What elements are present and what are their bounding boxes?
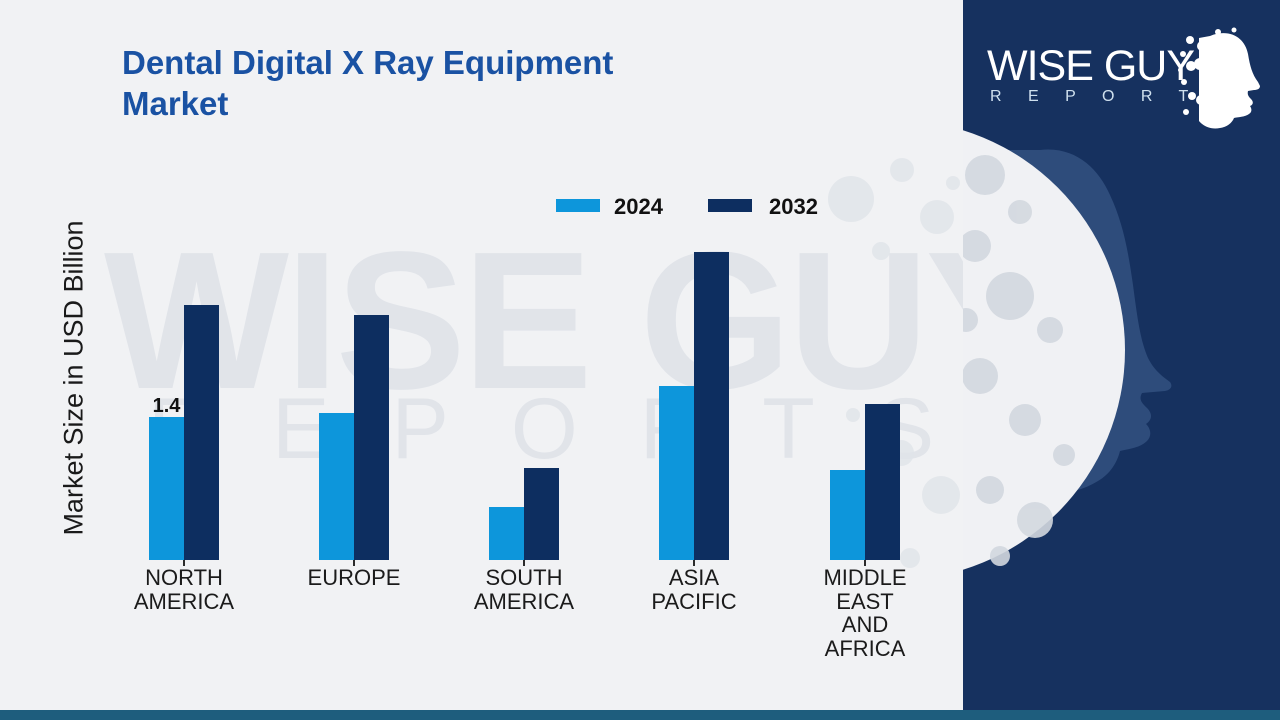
bar-2032-north-america bbox=[184, 305, 219, 560]
category-label: EUROPE bbox=[307, 565, 401, 590]
watermark-text-sub: REPORTS bbox=[148, 381, 997, 477]
x-axis-tick bbox=[693, 560, 695, 566]
x-axis-tick bbox=[183, 560, 185, 566]
watermark-dot bbox=[828, 176, 874, 222]
watermark-dot bbox=[946, 176, 960, 190]
logo-sub-text: R E P O R T S bbox=[990, 88, 1237, 105]
legend-label-2032: 2032 bbox=[769, 194, 818, 219]
category-label: NORTH AMERICA bbox=[133, 565, 235, 614]
moon-spots bbox=[963, 155, 1075, 566]
watermark-text: WISE GUY bbox=[104, 211, 1056, 430]
page-title-line1: Dental Digital X Ray Equipment bbox=[122, 44, 614, 81]
bar-2032-middle-east-and-africa bbox=[865, 404, 900, 560]
bar-2024-south-america bbox=[489, 507, 524, 560]
bar-2032-south-america bbox=[524, 468, 559, 560]
category-label: SOUTH AMERICA bbox=[473, 565, 575, 614]
watermark-dot bbox=[872, 242, 890, 260]
logo-face-icon bbox=[1178, 27, 1260, 129]
brand-panel: WISE GUY R E P O R T S bbox=[963, 0, 1280, 720]
bar-2032-asia-pacific bbox=[694, 252, 729, 560]
bar-2024-asia-pacific bbox=[659, 386, 694, 560]
bar-2024-europe bbox=[319, 413, 354, 560]
bar-2032-europe bbox=[354, 315, 389, 560]
data-label: 1.4 bbox=[152, 395, 181, 417]
category-label: MIDDLE EAST AND AFRICA bbox=[823, 565, 907, 661]
moon-circle bbox=[963, 130, 1125, 570]
legend-swatch-2024 bbox=[556, 199, 600, 212]
page-title: Dental Digital X Ray Equipment Market bbox=[122, 42, 613, 124]
legend-label-2024: 2024 bbox=[614, 194, 663, 219]
watermark-dot bbox=[920, 200, 954, 234]
bar-2024-middle-east-and-africa bbox=[830, 470, 865, 560]
watermark-dot bbox=[890, 158, 914, 182]
watermark-dot bbox=[922, 476, 960, 514]
x-axis-tick bbox=[353, 560, 355, 566]
x-axis-tick bbox=[864, 560, 866, 566]
watermark-dot bbox=[900, 548, 920, 568]
bar-2024-north-america bbox=[149, 417, 184, 560]
watermark-dot bbox=[846, 408, 860, 422]
panel-artwork bbox=[963, 130, 1172, 570]
bottom-accent-bar bbox=[0, 710, 1280, 720]
legend-swatch-2032 bbox=[708, 199, 752, 212]
category-label: ASIA PACIFIC bbox=[651, 565, 737, 614]
x-axis-tick bbox=[523, 560, 525, 566]
logo-brand-text: WISE GUY bbox=[987, 42, 1195, 90]
page-title-line2: Market bbox=[122, 85, 229, 122]
